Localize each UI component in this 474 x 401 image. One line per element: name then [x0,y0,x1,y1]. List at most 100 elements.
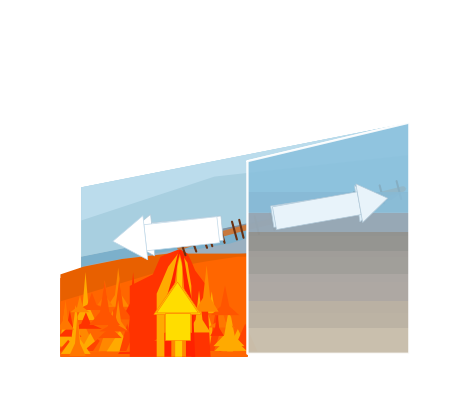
Polygon shape [70,312,102,329]
Polygon shape [247,236,409,257]
Polygon shape [214,323,232,352]
Polygon shape [163,284,183,309]
Polygon shape [97,280,113,306]
Polygon shape [208,308,235,328]
Polygon shape [61,48,425,357]
Polygon shape [247,257,409,282]
Polygon shape [164,315,191,332]
Polygon shape [144,217,220,251]
Polygon shape [81,304,247,343]
Polygon shape [271,194,359,228]
Polygon shape [81,288,247,331]
Polygon shape [181,338,207,352]
Polygon shape [106,279,132,320]
Polygon shape [61,254,247,354]
Polygon shape [81,223,247,286]
Polygon shape [146,321,167,352]
Polygon shape [273,192,361,230]
Polygon shape [161,320,182,352]
Polygon shape [227,329,249,352]
Polygon shape [81,124,409,257]
Polygon shape [81,254,247,294]
Polygon shape [195,266,219,312]
Polygon shape [233,324,257,352]
Polygon shape [247,124,409,354]
Polygon shape [89,282,120,325]
Polygon shape [161,268,177,304]
Polygon shape [247,302,409,328]
Polygon shape [81,124,409,221]
Polygon shape [81,223,247,286]
Polygon shape [61,254,247,357]
Polygon shape [109,300,128,330]
Polygon shape [57,300,74,330]
Polygon shape [133,323,157,345]
Polygon shape [126,332,143,352]
Polygon shape [161,189,407,249]
Polygon shape [247,252,409,275]
Polygon shape [81,223,247,354]
Polygon shape [247,192,409,213]
Polygon shape [81,223,247,286]
Polygon shape [193,278,208,306]
Polygon shape [247,313,409,354]
Polygon shape [247,124,409,213]
Polygon shape [81,124,409,225]
Polygon shape [58,340,78,352]
Polygon shape [221,333,240,352]
Polygon shape [81,254,247,302]
Polygon shape [174,254,185,357]
Polygon shape [149,309,164,325]
Polygon shape [81,124,409,257]
Polygon shape [118,314,143,354]
Polygon shape [203,292,220,313]
Polygon shape [165,313,190,340]
Polygon shape [130,249,210,357]
Polygon shape [215,315,247,351]
Polygon shape [80,333,100,352]
Polygon shape [355,186,384,222]
Polygon shape [107,331,133,352]
Polygon shape [164,340,193,352]
Polygon shape [171,254,186,357]
Polygon shape [113,216,148,260]
Polygon shape [247,233,409,252]
Polygon shape [69,314,86,356]
Polygon shape [183,186,384,246]
Polygon shape [51,307,79,347]
Polygon shape [146,263,176,312]
Polygon shape [247,213,409,233]
Polygon shape [81,325,247,354]
Polygon shape [210,309,224,336]
Polygon shape [99,311,126,352]
Polygon shape [107,268,129,307]
Polygon shape [164,249,195,357]
Polygon shape [93,333,118,352]
Polygon shape [69,322,97,352]
Polygon shape [70,296,90,312]
Polygon shape [209,311,223,352]
Polygon shape [122,215,155,256]
Polygon shape [247,275,409,302]
Polygon shape [83,339,112,352]
Polygon shape [154,280,201,315]
Polygon shape [198,315,219,352]
Polygon shape [81,124,409,257]
Polygon shape [247,328,409,354]
Polygon shape [81,285,247,331]
Polygon shape [132,329,152,352]
Polygon shape [200,325,215,351]
Polygon shape [156,282,199,313]
Polygon shape [81,239,247,286]
Polygon shape [188,291,210,332]
Polygon shape [81,271,247,318]
Polygon shape [58,310,82,337]
Polygon shape [81,269,247,317]
Polygon shape [247,213,409,236]
Polygon shape [139,312,173,340]
Polygon shape [247,124,409,354]
Polygon shape [81,302,247,342]
Polygon shape [62,337,90,352]
Polygon shape [180,312,192,352]
Polygon shape [183,192,372,245]
